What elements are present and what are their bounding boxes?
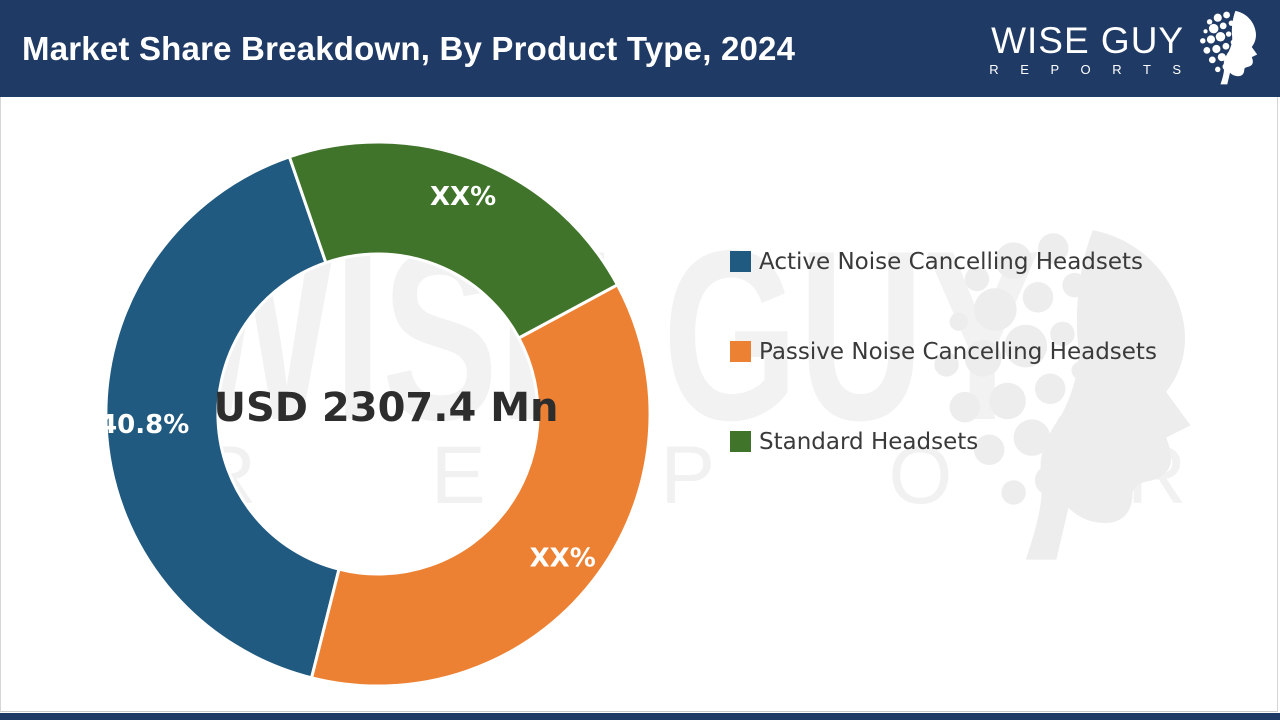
brand-logo: WISE GUY R E P O R T S	[985, 0, 1264, 97]
donut-center-label: USD 2307.4 Mn	[214, 385, 559, 431]
brand-logo-text: WISE GUY R E P O R T S	[985, 22, 1190, 76]
legend-item-0: Active Noise Cancelling Headsets	[730, 247, 1157, 276]
brand-subtitle: R E P O R T S	[989, 61, 1190, 77]
legend-swatch	[730, 341, 751, 362]
legend: Active Noise Cancelling Headsets Passive …	[730, 247, 1157, 517]
segment-value-label: XX%	[530, 544, 596, 574]
donut-segment-2	[287, 140, 619, 340]
legend-label: Standard Headsets	[759, 428, 979, 455]
donut-chart: 40.8% XX% XX% USD 2307.4 Mn	[99, 140, 652, 688]
chart-area: WISE GUY R E P O R T S 40.8%XX%XX%USD 23…	[0, 97, 1278, 712]
legend-label: Active Noise Cancelling Headsets	[759, 248, 1144, 275]
donut-segment-1	[310, 283, 652, 688]
legend-label: Passive Noise Cancelling Headsets	[759, 338, 1157, 365]
segment-value-label: XX%	[430, 182, 496, 212]
legend-item-1: Passive Noise Cancelling Headsets	[730, 337, 1157, 366]
legend-item-2: Standard Headsets	[730, 427, 1157, 456]
footer-bar	[0, 713, 1280, 720]
legend-swatch	[730, 251, 751, 272]
legend-swatch	[730, 431, 751, 452]
brand-name: WISE GUY	[991, 19, 1185, 61]
brand-face-icon	[1200, 10, 1258, 84]
page-title: Market Share Breakdown, By Product Type,…	[22, 29, 796, 67]
segment-value-label: 40.8%	[99, 410, 189, 440]
header: Market Share Breakdown, By Product Type,…	[0, 0, 1280, 97]
donut-segment-0	[104, 155, 341, 680]
